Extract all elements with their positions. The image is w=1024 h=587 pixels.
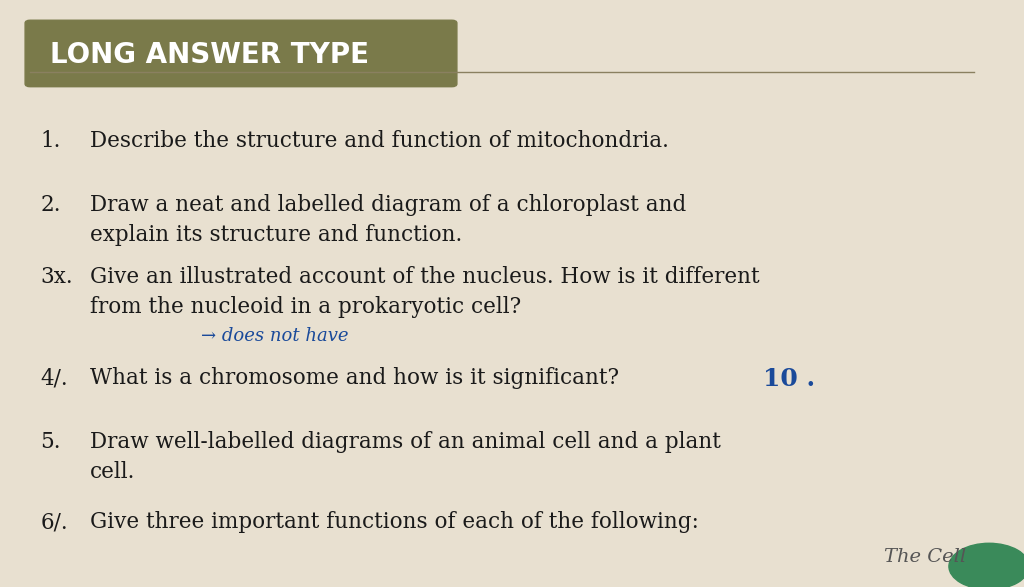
Text: Describe the structure and function of mitochondria.: Describe the structure and function of m… xyxy=(90,130,670,152)
Text: 3x.: 3x. xyxy=(40,266,73,288)
Text: 5.: 5. xyxy=(40,431,60,453)
Text: 10 .: 10 . xyxy=(763,367,815,391)
Text: 4/.: 4/. xyxy=(40,367,68,389)
Text: Give an illustrated account of the nucleus. How is it different
from the nucleoi: Give an illustrated account of the nucle… xyxy=(90,266,760,318)
Circle shape xyxy=(949,544,1024,587)
Text: What is a chromosome and how is it significant?: What is a chromosome and how is it signi… xyxy=(90,367,620,389)
Text: Draw well-labelled diagrams of an animal cell and a plant
cell.: Draw well-labelled diagrams of an animal… xyxy=(90,431,721,483)
FancyBboxPatch shape xyxy=(26,20,457,87)
Text: The Cell: The Cell xyxy=(884,548,966,566)
Text: 2.: 2. xyxy=(40,194,60,215)
Text: LONG ANSWER TYPE: LONG ANSWER TYPE xyxy=(50,41,370,69)
Text: 1.: 1. xyxy=(40,130,60,152)
Text: → does not have: → does not have xyxy=(201,326,348,345)
Text: Give three important functions of each of the following:: Give three important functions of each o… xyxy=(90,511,699,534)
Text: 6/.: 6/. xyxy=(40,511,68,534)
Text: Draw a neat and labelled diagram of a chloroplast and
explain its structure and : Draw a neat and labelled diagram of a ch… xyxy=(90,194,687,246)
